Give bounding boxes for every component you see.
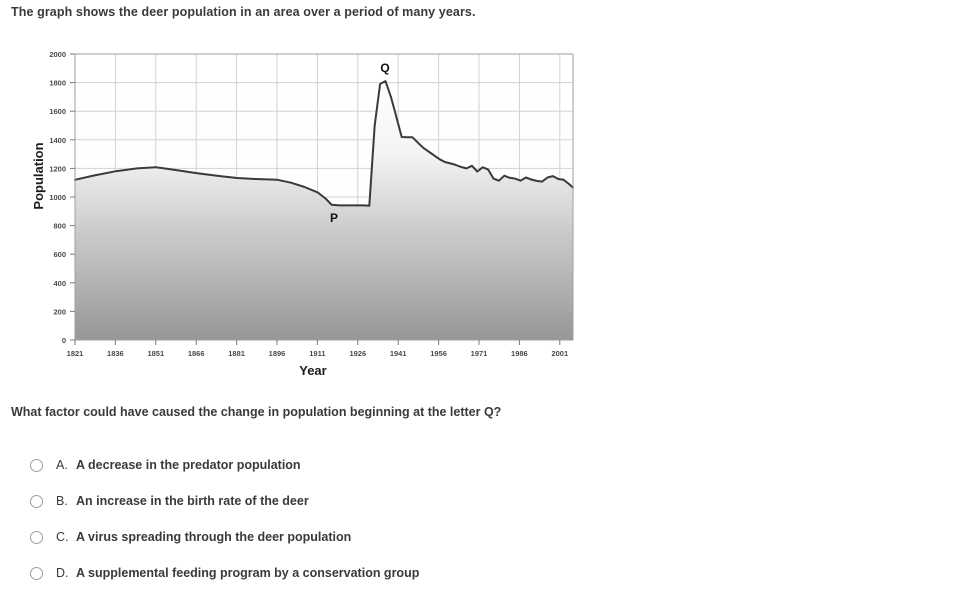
option-text-d: A supplemental feeding program by a cons… [76, 566, 420, 580]
answer-options-list: A. A decrease in the predator population… [30, 447, 730, 591]
x-axis-title: Year [299, 363, 326, 378]
x-tick-label: 1986 [511, 349, 528, 358]
option-text-c: A virus spreading through the deer popul… [76, 530, 352, 544]
x-tick-label: 1881 [228, 349, 245, 358]
y-axis-ticks [70, 53, 75, 341]
x-tick-label: 1836 [107, 349, 124, 358]
x-axis-tick-labels: 1821 1836 1851 1866 1881 1896 1911 1926 … [67, 349, 568, 358]
population-line-chart: 2000 1800 1600 1400 1200 1000 800 600 40… [31, 50, 574, 378]
radio-button-a[interactable] [30, 458, 43, 472]
y-tick-label: 1600 [49, 107, 66, 116]
x-tick-label: 1911 [309, 349, 325, 358]
x-tick-label: 1926 [349, 349, 366, 358]
y-axis-tick-labels: 2000 1800 1600 1400 1200 1000 800 600 40… [49, 50, 66, 345]
y-tick-label: 600 [53, 250, 66, 259]
option-letter-a: A. [56, 458, 68, 472]
x-tick-label: 1941 [390, 349, 407, 358]
answer-option-a[interactable]: A. A decrease in the predator population [30, 447, 730, 483]
x-tick-label: 1851 [147, 349, 164, 358]
y-tick-label: 0 [62, 336, 66, 345]
question-prompt: What factor could have caused the change… [11, 405, 502, 419]
answer-option-b[interactable]: B. An increase in the birth rate of the … [30, 483, 730, 519]
option-letter-c: C. [56, 530, 69, 544]
option-letter-d: D. [56, 566, 69, 580]
x-tick-label: 1896 [269, 349, 286, 358]
population-area-fill [75, 81, 573, 340]
y-tick-label: 1800 [49, 79, 66, 88]
x-tick-label: 1971 [471, 349, 488, 358]
y-tick-label: 1400 [49, 136, 66, 145]
x-tick-label: 1866 [188, 349, 205, 358]
x-axis-ticks [74, 340, 561, 345]
radio-button-c[interactable] [30, 530, 43, 544]
population-graph-figure: 2000 1800 1600 1400 1200 1000 800 600 40… [0, 34, 620, 394]
x-tick-label: 1956 [430, 349, 447, 358]
option-text-a: A decrease in the predator population [76, 458, 301, 472]
x-tick-label: 1821 [67, 349, 84, 358]
y-tick-label: 2000 [49, 50, 66, 59]
y-tick-label: 1000 [49, 193, 66, 202]
y-tick-label: 400 [53, 279, 66, 288]
answer-option-d[interactable]: D. A supplemental feeding program by a c… [30, 555, 730, 591]
y-tick-label: 200 [53, 307, 66, 316]
option-letter-b: B. [56, 494, 68, 508]
annotation-label-p: P [330, 211, 338, 225]
question-stem: The graph shows the deer population in a… [11, 5, 476, 19]
x-tick-label: 2001 [551, 349, 568, 358]
population-line [74, 80, 574, 207]
answer-option-c[interactable]: C. A virus spreading through the deer po… [30, 519, 730, 555]
y-axis-title: Population [31, 142, 46, 209]
radio-button-b[interactable] [30, 494, 43, 508]
y-tick-label: 1200 [49, 164, 66, 173]
y-tick-label: 800 [53, 222, 66, 231]
option-text-b: An increase in the birth rate of the dee… [76, 494, 309, 508]
annotation-label-q: Q [380, 61, 389, 75]
